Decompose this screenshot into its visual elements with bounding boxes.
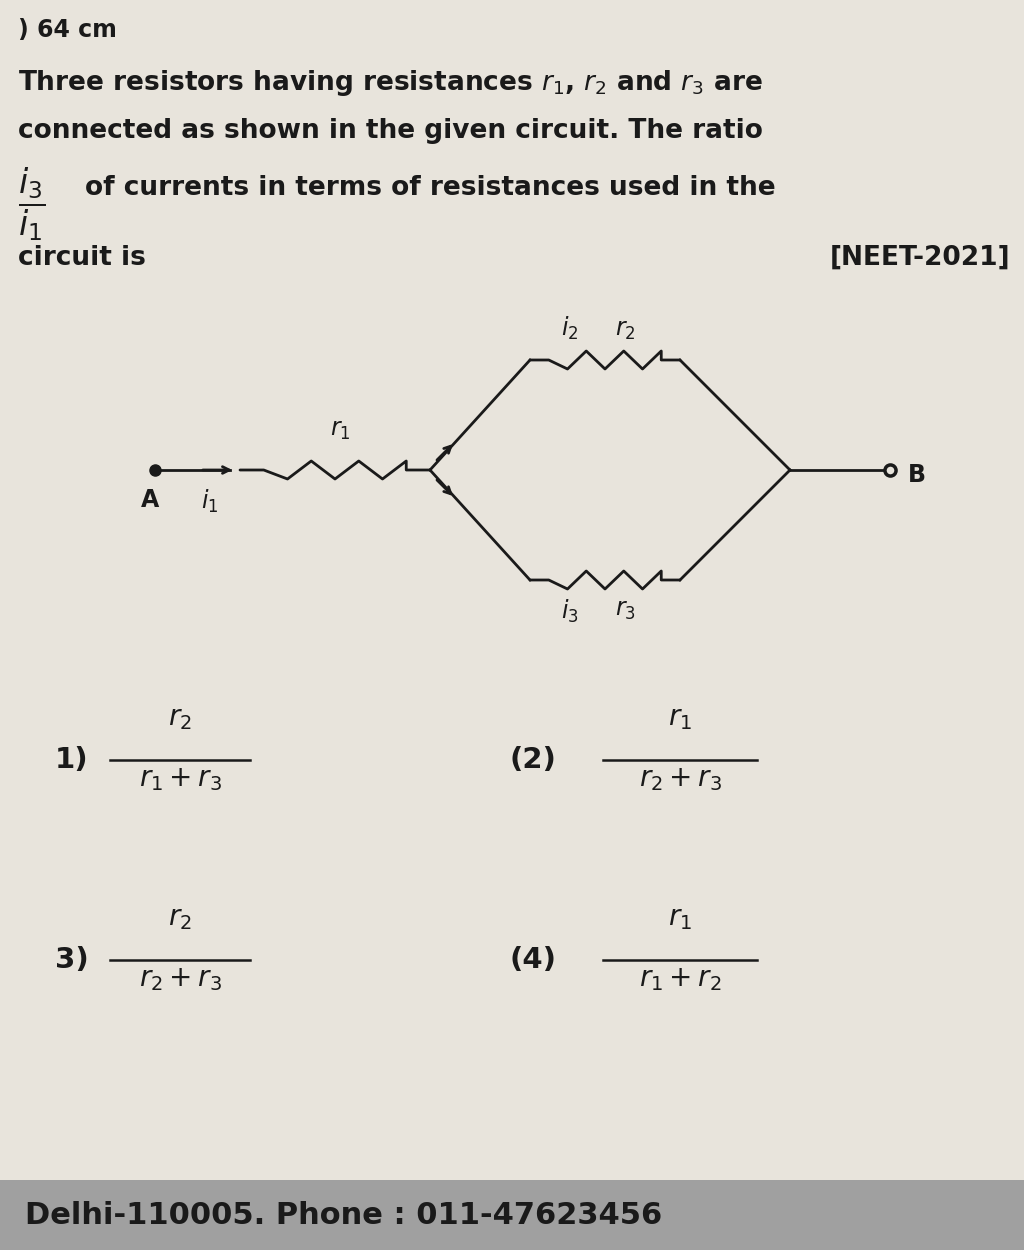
Text: B: B: [908, 462, 926, 488]
Text: $r_1$: $r_1$: [330, 418, 350, 442]
Text: Three resistors having resistances $r_1$, $r_2$ and $r_3$ are: Three resistors having resistances $r_1$…: [18, 68, 763, 98]
Text: [NEET-2021]: [NEET-2021]: [829, 245, 1010, 271]
Text: $r_3$: $r_3$: [614, 598, 636, 622]
Text: connected as shown in the given circuit. The ratio: connected as shown in the given circuit.…: [18, 118, 763, 144]
Text: $i_3$: $i_3$: [561, 598, 579, 625]
Text: ) 64 cm: ) 64 cm: [18, 18, 117, 42]
Text: $r_2$: $r_2$: [168, 904, 191, 932]
Text: $r_1$: $r_1$: [668, 704, 692, 732]
Text: $r_2+r_3$: $r_2+r_3$: [639, 765, 722, 792]
Text: Delhi-110005. Phone : 011-47623456: Delhi-110005. Phone : 011-47623456: [25, 1200, 663, 1230]
Text: 1): 1): [55, 746, 89, 774]
Text: circuit is: circuit is: [18, 245, 145, 271]
Text: $r_2+r_3$: $r_2+r_3$: [138, 965, 221, 992]
Text: $r_1+r_3$: $r_1+r_3$: [138, 765, 221, 792]
Text: of currents in terms of resistances used in the: of currents in terms of resistances used…: [85, 175, 775, 201]
Text: $r_2$: $r_2$: [168, 704, 191, 732]
Text: $\dfrac{i_3}{i_1}$: $\dfrac{i_3}{i_1}$: [18, 165, 45, 242]
Text: (2): (2): [510, 746, 557, 774]
Text: $r_2$: $r_2$: [614, 318, 635, 342]
Text: $r_1+r_2$: $r_1+r_2$: [639, 965, 721, 992]
Text: A: A: [141, 488, 159, 512]
FancyBboxPatch shape: [0, 1180, 1024, 1250]
Text: (4): (4): [510, 946, 557, 974]
Text: $i_1$: $i_1$: [202, 488, 219, 515]
Text: $i_2$: $i_2$: [561, 315, 579, 342]
Text: $r_1$: $r_1$: [668, 904, 692, 932]
Text: 3): 3): [55, 946, 89, 974]
